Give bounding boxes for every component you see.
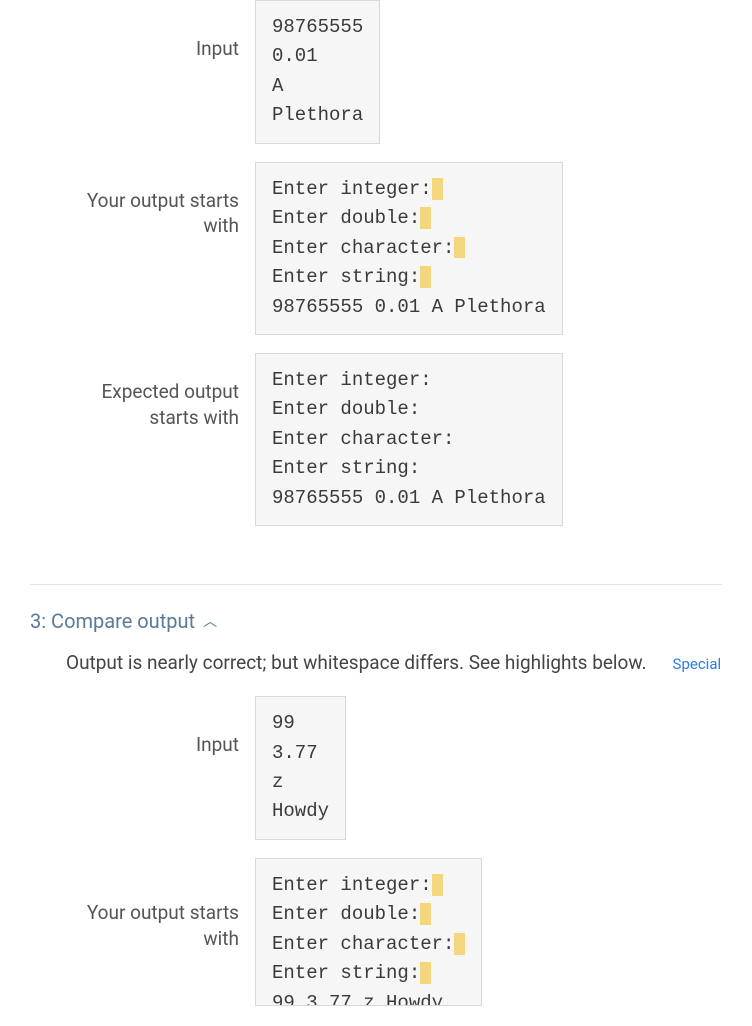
test-case-3: Input 99 3.77 z Howdy Your output starts… (0, 696, 752, 1026)
whitespace-highlight (420, 962, 431, 984)
input-box: 99 3.77 z Howdy (255, 696, 346, 840)
test-case-2: Input 98765555 0.01 A Plethora Your outp… (0, 0, 752, 564)
your-output-box: Enter integer: Enter double: Enter chara… (255, 858, 482, 1006)
your-output-row: Your output starts with Enter integer: E… (30, 858, 722, 1006)
expected-output-box: Enter integer: Enter double: Enter chara… (255, 353, 563, 526)
step-3-title: 3: Compare output (30, 609, 195, 633)
step-3-header[interactable]: 3: Compare output ︿ (0, 601, 752, 651)
input-label: Input (30, 0, 255, 62)
whitespace-highlight (432, 874, 443, 896)
whitespace-message: Output is nearly correct; but whitespace… (66, 651, 647, 674)
special-link[interactable]: Special (673, 655, 722, 673)
input-row: Input 98765555 0.01 A Plethora (30, 0, 722, 144)
message-row: Output is nearly correct; but whitespace… (0, 651, 752, 696)
expected-output-label: Expected output starts with (30, 353, 255, 430)
your-output-label: Your output starts with (30, 162, 255, 239)
whitespace-highlight (420, 903, 431, 925)
your-output-box: Enter integer: Enter double: Enter chara… (255, 162, 563, 335)
whitespace-highlight (420, 207, 431, 229)
input-label: Input (30, 696, 255, 758)
whitespace-highlight (454, 933, 465, 955)
input-box: 98765555 0.01 A Plethora (255, 0, 380, 144)
expected-output-row: Expected output starts with Enter intege… (30, 353, 722, 526)
input-row: Input 99 3.77 z Howdy (30, 696, 722, 840)
your-output-row: Your output starts with Enter integer: E… (30, 162, 722, 335)
chevron-up-icon: ︿ (203, 611, 217, 631)
whitespace-highlight (454, 237, 465, 259)
whitespace-highlight (432, 178, 443, 200)
divider (30, 584, 722, 585)
your-output-label: Your output starts with (30, 858, 255, 951)
whitespace-highlight (420, 266, 431, 288)
